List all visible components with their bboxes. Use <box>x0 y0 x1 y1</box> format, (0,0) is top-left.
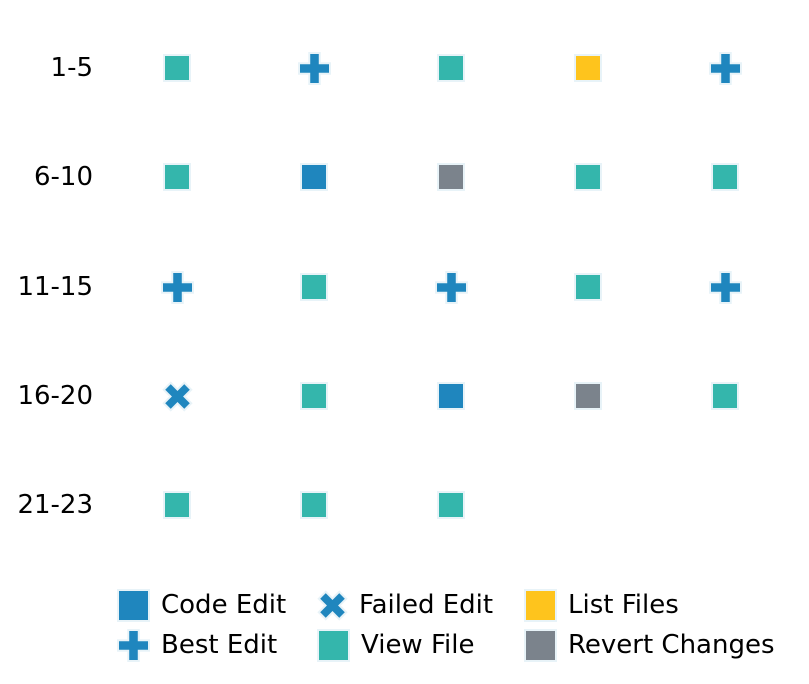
view-file-marker-icon <box>572 161 604 193</box>
best-edit-icon <box>115 627 152 664</box>
view-file-marker-icon <box>572 271 604 303</box>
revert-changes-icon <box>522 627 559 664</box>
view-file-marker-icon <box>161 52 193 84</box>
failed-edit-marker-icon <box>160 379 195 414</box>
best-edit-marker-icon <box>296 50 333 87</box>
best-edit-marker-icon <box>159 269 196 306</box>
code-edit-marker-icon <box>435 380 467 412</box>
best-edit-marker-icon <box>433 269 470 306</box>
code-edit-icon <box>115 587 152 624</box>
legend-item-failed-edit: Failed Edit <box>315 586 493 624</box>
legend-label: Best Edit <box>161 630 278 660</box>
view-file-marker-icon <box>161 161 193 193</box>
legend-item-revert-changes: Revert Changes <box>522 626 775 664</box>
legend-item-code-edit: Code Edit <box>115 586 286 624</box>
best-edit-marker-icon <box>707 269 744 306</box>
view-file-icon <box>315 627 352 664</box>
failed-edit-icon <box>315 588 350 623</box>
view-file-marker-icon <box>709 161 741 193</box>
code-edit-marker-icon <box>298 161 330 193</box>
view-file-marker-icon <box>298 271 330 303</box>
view-file-marker-icon <box>298 380 330 412</box>
revert-changes-marker-icon <box>572 380 604 412</box>
list-files-marker-icon <box>572 52 604 84</box>
legend-item-view-file: View File <box>315 626 474 664</box>
list-files-icon <box>522 587 559 624</box>
row-label: 11-15 <box>17 272 93 302</box>
legend-label: View File <box>361 630 475 660</box>
row-label: 21-23 <box>17 490 93 520</box>
legend-label: Failed Edit <box>359 590 494 620</box>
view-file-marker-icon <box>298 489 330 521</box>
legend-item-list-files: List Files <box>522 586 679 624</box>
view-file-marker-icon <box>709 380 741 412</box>
legend-label: Code Edit <box>161 590 287 620</box>
row-label: 6-10 <box>33 162 93 192</box>
view-file-marker-icon <box>435 52 467 84</box>
view-file-marker-icon <box>161 489 193 521</box>
row-label: 16-20 <box>17 381 93 411</box>
view-file-marker-icon <box>435 489 467 521</box>
revert-changes-marker-icon <box>435 161 467 193</box>
best-edit-marker-icon <box>707 50 744 87</box>
row-label: 1-5 <box>50 53 93 83</box>
legend-label: Revert Changes <box>568 630 775 660</box>
legend-label: List Files <box>568 590 679 620</box>
legend-item-best-edit: Best Edit <box>115 626 277 664</box>
